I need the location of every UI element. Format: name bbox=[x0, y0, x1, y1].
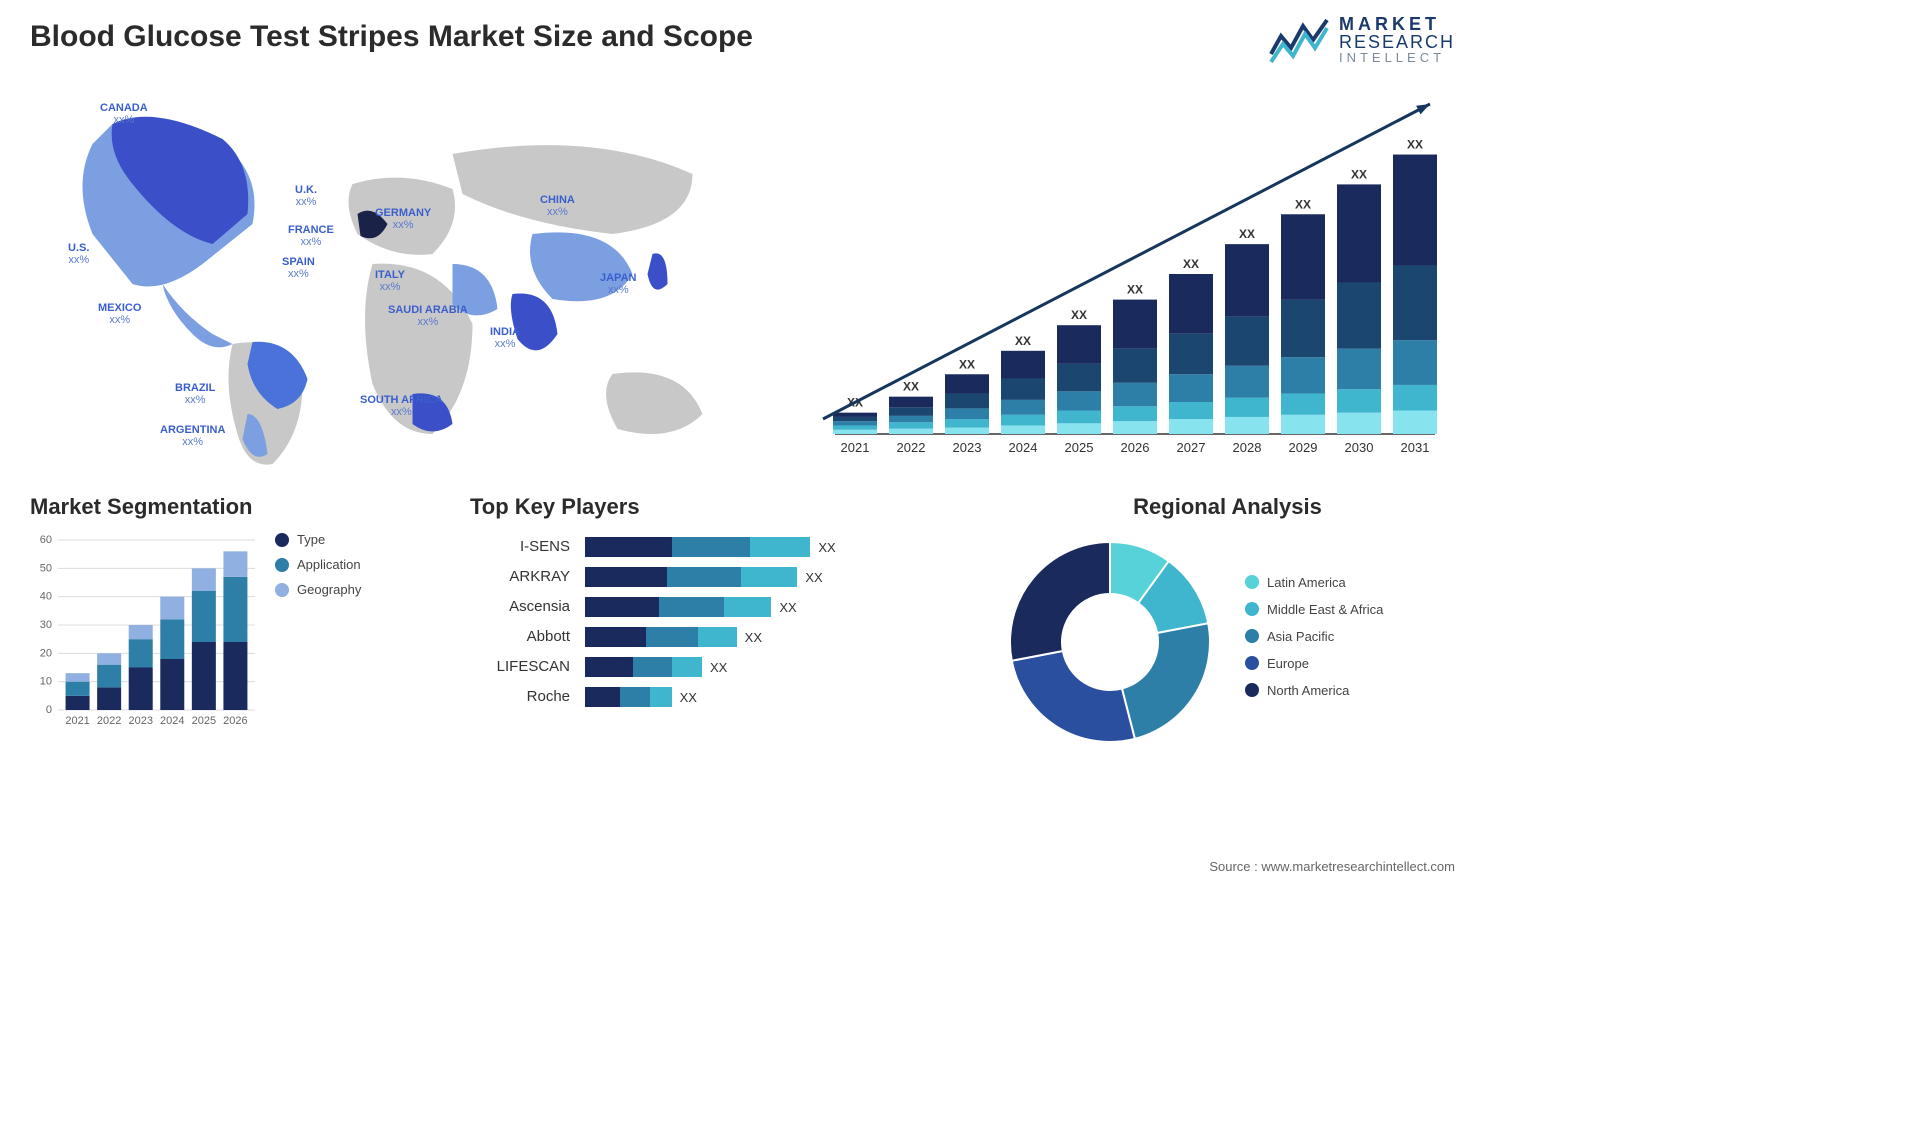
map-country-label: SAUDI ARABIAxx% bbox=[388, 304, 468, 328]
map-country-label: CANADAxx% bbox=[100, 102, 148, 126]
legend-item: Europe bbox=[1245, 656, 1383, 671]
map-country-label: SOUTH AFRICAxx% bbox=[360, 394, 443, 418]
world-map: CANADAxx% U.S.xx% MEXICOxx% BRAZILxx% ARGENT… bbox=[30, 84, 775, 474]
svg-text:30: 30 bbox=[40, 619, 52, 631]
svg-text:2030: 2030 bbox=[1345, 440, 1374, 455]
kp-bar-row: XX bbox=[585, 592, 950, 622]
kp-value: XX bbox=[745, 630, 762, 645]
svg-text:2024: 2024 bbox=[160, 715, 184, 727]
key-players-panel: Top Key Players I-SENSARKRAYAscensiaAbbo… bbox=[470, 494, 950, 752]
map-country-label: SPAINxx% bbox=[282, 256, 315, 280]
legend-item: Type bbox=[275, 532, 361, 547]
map-country-label: CHINAxx% bbox=[540, 194, 575, 218]
svg-text:XX: XX bbox=[1071, 308, 1087, 322]
map-country-label: ITALYxx% bbox=[375, 269, 405, 293]
svg-text:20: 20 bbox=[40, 647, 52, 659]
logo-line2: RESEARCH bbox=[1339, 33, 1455, 51]
map-country-label: ARGENTINAxx% bbox=[160, 424, 225, 448]
kp-value: XX bbox=[779, 600, 796, 615]
legend-item: North America bbox=[1245, 683, 1383, 698]
kp-bars: XX XX XX XX XX XX bbox=[585, 532, 950, 712]
svg-text:10: 10 bbox=[40, 676, 52, 688]
svg-text:XX: XX bbox=[1183, 257, 1199, 271]
segmentation-chart: 0 10 20 30 40 50 60 2021 2022 2023 2024 2025 2026 bbox=[30, 532, 260, 732]
segmentation-legend: Type Application Geography bbox=[275, 532, 361, 732]
kp-label: Ascensia bbox=[470, 592, 570, 622]
kp-label: I-SENS bbox=[470, 532, 570, 562]
svg-text:2026: 2026 bbox=[1121, 440, 1150, 455]
svg-text:2028: 2028 bbox=[1233, 440, 1262, 455]
kp-label: Abbott bbox=[470, 622, 570, 652]
map-country-label: GERMANYxx% bbox=[375, 207, 431, 231]
kp-bar-row: XX bbox=[585, 652, 950, 682]
key-players-title: Top Key Players bbox=[470, 494, 950, 520]
logo-line1: MARKET bbox=[1339, 15, 1455, 33]
svg-text:XX: XX bbox=[903, 380, 919, 394]
map-country-label: U.K.xx% bbox=[295, 184, 317, 208]
svg-text:50: 50 bbox=[40, 562, 52, 574]
svg-text:2031: 2031 bbox=[1401, 440, 1430, 455]
kp-bar-row: XX bbox=[585, 622, 950, 652]
svg-text:XX: XX bbox=[959, 357, 975, 371]
legend-item: Geography bbox=[275, 582, 361, 597]
map-country-label: BRAZILxx% bbox=[175, 382, 215, 406]
logo-line3: INTELLECT bbox=[1339, 51, 1455, 64]
segmentation-title: Market Segmentation bbox=[30, 494, 420, 520]
kp-value: XX bbox=[805, 570, 822, 585]
kp-value: XX bbox=[680, 690, 697, 705]
map-country-label: INDIAxx% bbox=[490, 326, 520, 350]
svg-text:2021: 2021 bbox=[841, 440, 870, 455]
svg-text:XX: XX bbox=[1351, 167, 1367, 181]
svg-text:XX: XX bbox=[1407, 138, 1423, 152]
map-country-label: U.S.xx% bbox=[68, 242, 89, 266]
svg-text:2021: 2021 bbox=[65, 715, 89, 727]
svg-text:XX: XX bbox=[1239, 227, 1255, 241]
svg-text:2026: 2026 bbox=[223, 715, 247, 727]
svg-text:2025: 2025 bbox=[192, 715, 216, 727]
svg-text:2024: 2024 bbox=[1009, 440, 1038, 455]
kp-bar-row: XX bbox=[585, 562, 950, 592]
svg-text:60: 60 bbox=[40, 534, 52, 546]
source-attribution: Source : www.marketresearchintellect.com bbox=[1209, 859, 1455, 874]
map-country-label: JAPANxx% bbox=[600, 272, 636, 296]
legend-item: Middle East & Africa bbox=[1245, 602, 1383, 617]
map-country-label: FRANCExx% bbox=[288, 224, 334, 248]
kp-label: Roche bbox=[470, 682, 570, 712]
kp-labels: I-SENSARKRAYAscensiaAbbottLIFESCANRoche bbox=[470, 532, 570, 712]
regional-legend: Latin America Middle East & Africa Asia Pa… bbox=[1245, 575, 1383, 710]
svg-text:2023: 2023 bbox=[128, 715, 152, 727]
legend-item: Asia Pacific bbox=[1245, 629, 1383, 644]
kp-bar-row: XX bbox=[585, 532, 950, 562]
svg-text:2029: 2029 bbox=[1289, 440, 1318, 455]
growth-bar-chart: XX 2021 XX 2022 XX 2023 XX 2024 XX 2025 XX 2026 XX 20… bbox=[815, 84, 1455, 474]
kp-label: ARKRAY bbox=[470, 562, 570, 592]
svg-text:XX: XX bbox=[1127, 283, 1143, 297]
svg-text:40: 40 bbox=[40, 591, 52, 603]
regional-panel: Regional Analysis Latin America Middle Ea… bbox=[1000, 494, 1455, 752]
svg-text:0: 0 bbox=[46, 704, 52, 716]
segmentation-panel: Market Segmentation 0 10 20 30 40 50 60 2021 202… bbox=[30, 494, 420, 752]
svg-text:2027: 2027 bbox=[1177, 440, 1206, 455]
kp-value: XX bbox=[710, 660, 727, 675]
svg-text:2025: 2025 bbox=[1065, 440, 1094, 455]
kp-value: XX bbox=[818, 540, 835, 555]
svg-text:2023: 2023 bbox=[953, 440, 982, 455]
legend-item: Latin America bbox=[1245, 575, 1383, 590]
legend-item: Application bbox=[275, 557, 361, 572]
logo-icon bbox=[1269, 16, 1329, 64]
map-country-label: MEXICOxx% bbox=[98, 302, 141, 326]
kp-label: LIFESCAN bbox=[470, 652, 570, 682]
svg-text:2022: 2022 bbox=[97, 715, 121, 727]
svg-text:XX: XX bbox=[1295, 197, 1311, 211]
regional-donut bbox=[1000, 532, 1220, 752]
page-title: Blood Glucose Test Stripes Market Size a… bbox=[30, 20, 1455, 54]
svg-text:2022: 2022 bbox=[897, 440, 926, 455]
svg-text:XX: XX bbox=[1015, 334, 1031, 348]
regional-title: Regional Analysis bbox=[1000, 494, 1455, 520]
brand-logo: MARKET RESEARCH INTELLECT bbox=[1269, 15, 1455, 64]
kp-bar-row: XX bbox=[585, 682, 950, 712]
